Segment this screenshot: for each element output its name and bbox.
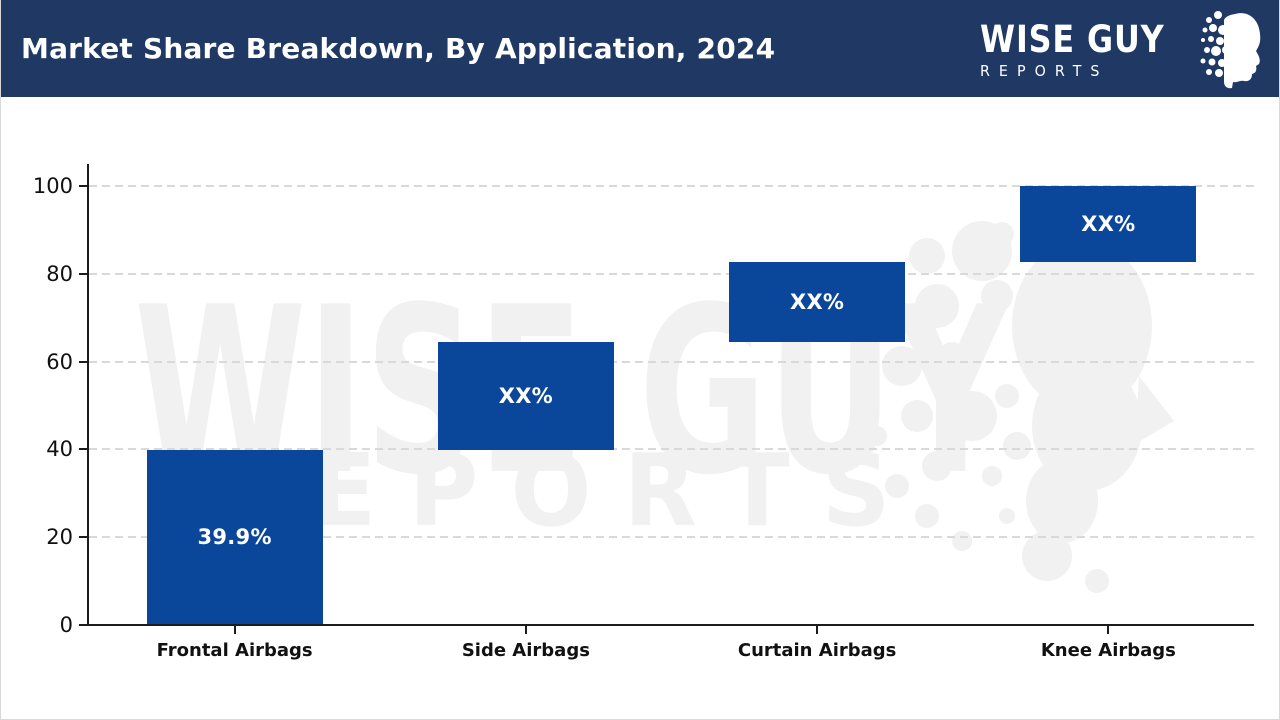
- y-tick-mark: [79, 624, 87, 626]
- logo-brand-subtext: REPORTS: [980, 61, 1109, 80]
- x-axis-category-label: Side Airbags: [461, 640, 590, 661]
- bar-value-label: XX%: [1081, 211, 1136, 236]
- x-tick-mark: [1107, 626, 1110, 634]
- y-tick-mark: [79, 448, 87, 451]
- gridline: [89, 536, 1254, 539]
- bar-value-label: 39.9%: [197, 525, 272, 550]
- gridline: [89, 448, 1254, 451]
- y-axis-spine: [87, 164, 89, 626]
- y-tick-label: 100: [32, 174, 73, 198]
- x-axis-line: [87, 624, 1254, 626]
- page-title: Market Share Breakdown, By Application, …: [21, 32, 776, 65]
- bar-segment: 39.9%: [146, 449, 323, 625]
- y-tick-label: 80: [46, 261, 73, 286]
- gridline: [89, 272, 1254, 275]
- brand-logo: WISE GUY REPORTS: [980, 6, 1279, 92]
- x-tick-mark: [816, 626, 819, 634]
- bar-segment: XX%: [437, 342, 614, 450]
- gridline: [89, 360, 1254, 363]
- header-bar: Market Share Breakdown, By Application, …: [1, 0, 1279, 97]
- bar-value-label: XX%: [789, 290, 845, 315]
- watermark-head-icon: [857, 221, 1174, 593]
- logo-brand-name: WISE GUY: [980, 17, 1165, 61]
- y-tick-mark: [79, 185, 87, 187]
- logo-head-icon: [1200, 10, 1261, 88]
- gridline: [89, 185, 1254, 187]
- bar-segment: XX%: [729, 261, 906, 343]
- bar-segment: XX%: [1020, 186, 1197, 262]
- y-tick-mark: [79, 360, 87, 363]
- x-tick-mark: [524, 626, 527, 634]
- x-tick-mark: [233, 626, 236, 634]
- y-tick-label: 40: [46, 437, 73, 462]
- x-axis-category-label: Curtain Airbags: [737, 640, 897, 661]
- logo-wordmark: WISE GUY REPORTS: [980, 18, 1195, 80]
- y-tick-mark: [79, 536, 87, 539]
- x-axis-category-label: Frontal Airbags: [156, 640, 313, 661]
- y-tick-label: 60: [46, 349, 73, 374]
- y-tick-label: 0: [59, 613, 73, 637]
- y-tick-mark: [79, 272, 87, 275]
- y-tick-label: 20: [46, 525, 73, 550]
- x-axis-category-label: Knee Airbags: [1040, 640, 1176, 661]
- bar-value-label: XX%: [498, 384, 554, 409]
